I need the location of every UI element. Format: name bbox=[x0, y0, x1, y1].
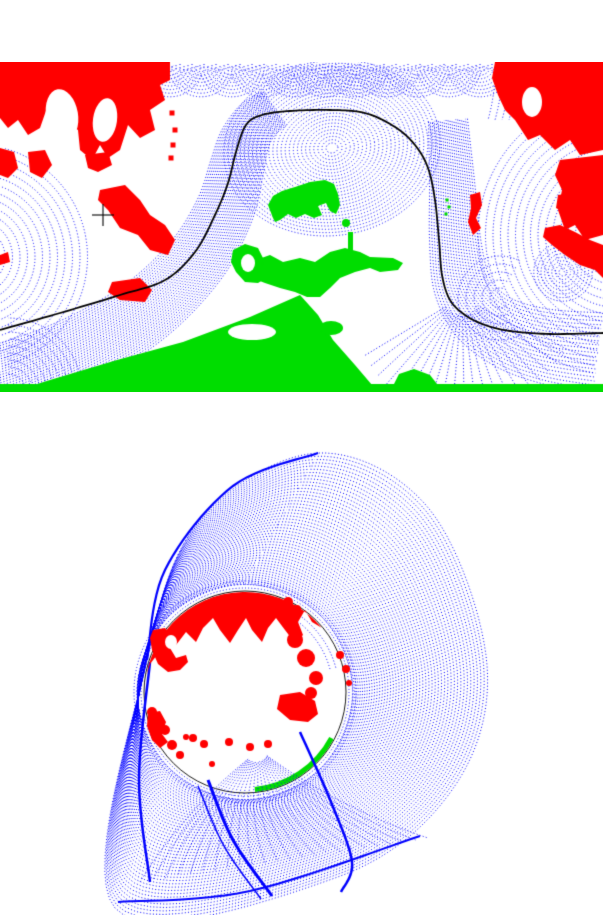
map-field-line-panel bbox=[0, 62, 603, 392]
sphere-field-line-panel bbox=[0, 450, 603, 915]
